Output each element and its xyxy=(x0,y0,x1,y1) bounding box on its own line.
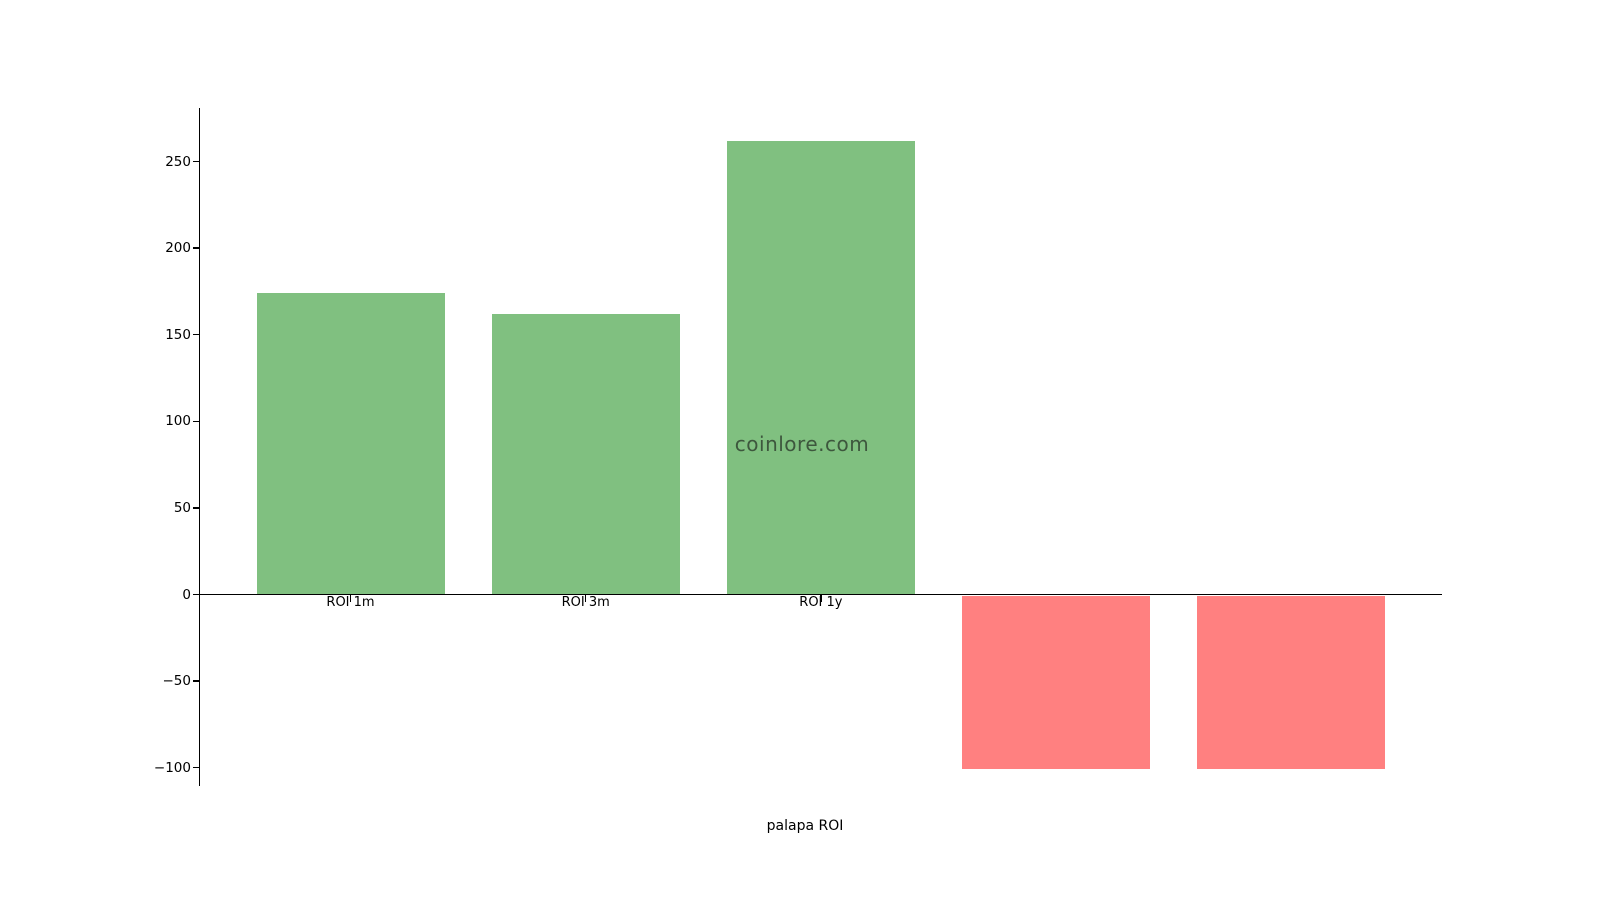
y-tick-mark xyxy=(193,160,200,163)
x-tick-mark xyxy=(820,594,822,602)
x-tick-mark xyxy=(349,594,352,602)
y-tick-label: 0 xyxy=(182,586,191,603)
y-tick-mark xyxy=(193,334,200,336)
y-tick-mark xyxy=(193,247,200,249)
coinlore-watermark: coinlore.com xyxy=(734,432,870,456)
x-tick-label: ROI 3m xyxy=(561,595,610,610)
bar-roi-1y xyxy=(726,140,915,595)
y-tick-mark xyxy=(193,420,200,422)
x-tick-mark xyxy=(585,594,587,602)
y-tick-label: 200 xyxy=(165,240,191,257)
bar-roi-3m xyxy=(491,313,680,595)
y-axis-spine xyxy=(199,108,201,786)
y-tick-mark xyxy=(193,680,200,682)
y-tick-label: 50 xyxy=(173,499,191,516)
y-tick-label: −50 xyxy=(162,673,192,690)
y-tick-mark xyxy=(193,767,200,769)
bar-unlabeled-4 xyxy=(1197,595,1386,769)
y-tick-label: 150 xyxy=(165,326,191,343)
chart-xlabel: palapa ROI xyxy=(766,818,844,834)
x-axis-zero-line xyxy=(199,593,1442,596)
y-tick-mark xyxy=(193,593,200,596)
bar-unlabeled-3 xyxy=(962,595,1151,769)
x-tick-label: ROI 1y xyxy=(799,595,843,610)
y-tick-label: 250 xyxy=(165,153,191,170)
y-tick-label: −100 xyxy=(153,759,191,776)
bar-roi-1m xyxy=(256,293,445,595)
y-tick-mark xyxy=(193,507,200,509)
x-tick-label: ROI 1m xyxy=(326,595,375,610)
y-tick-label: 100 xyxy=(165,413,191,430)
